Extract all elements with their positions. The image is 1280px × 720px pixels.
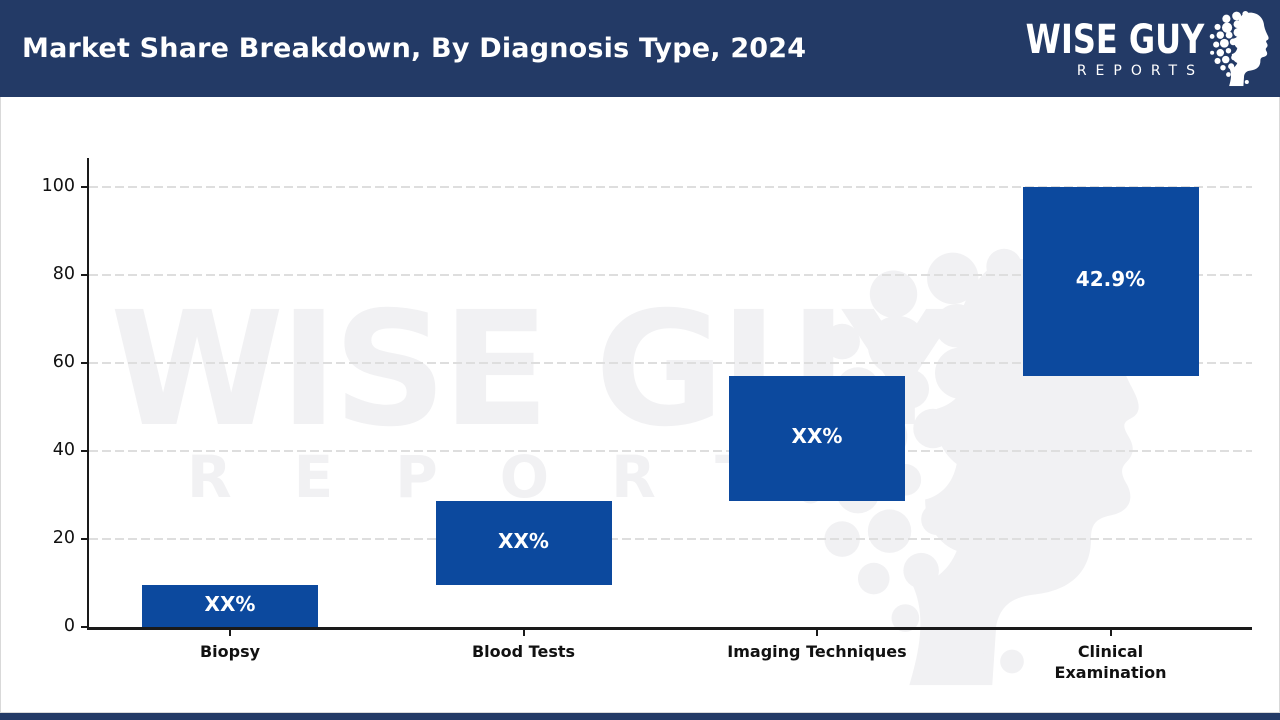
gridline xyxy=(89,538,1252,540)
footer-bar xyxy=(0,713,1280,720)
bar-segment xyxy=(435,501,612,586)
bar-value-label: XX% xyxy=(204,592,256,617)
y-tick-label: 80 xyxy=(52,264,75,284)
y-tick-label: 100 xyxy=(41,176,75,196)
left-border xyxy=(0,97,1,712)
y-tick-label: 40 xyxy=(52,440,75,460)
header-bar: Market Share Breakdown, By Diagnosis Typ… xyxy=(0,0,1280,97)
y-tick-mark xyxy=(81,274,89,276)
bar-value-label: 42.9% xyxy=(1075,267,1146,292)
x-category-label: Blood Tests xyxy=(471,642,576,661)
x-tick-mark xyxy=(816,629,818,636)
gridline xyxy=(89,186,1252,188)
y-tick-mark xyxy=(81,450,89,452)
y-tick-mark xyxy=(81,362,89,364)
y-tick-mark xyxy=(81,626,89,628)
x-axis-line xyxy=(87,627,1252,630)
bar-value-label: XX% xyxy=(791,424,843,449)
gridline xyxy=(89,450,1252,452)
bar-segment xyxy=(1022,187,1199,376)
y-tick-label: 20 xyxy=(52,528,75,548)
y-tick-mark xyxy=(81,538,89,540)
gridline xyxy=(89,274,1252,276)
wiseguy-logo-name: WISE GUY xyxy=(1025,16,1204,63)
y-axis-line xyxy=(87,158,89,629)
x-tick-mark xyxy=(522,629,525,636)
y-tick-label: 0 xyxy=(63,616,75,636)
x-category-label: Clinical Examination xyxy=(1054,642,1167,682)
wiseguy-logo-text: WISE GUY REPORTS xyxy=(981,18,1204,79)
bottom-border xyxy=(0,712,1280,713)
x-tick-mark xyxy=(1109,629,1112,636)
wiseguy-logo: WISE GUY REPORTS xyxy=(981,4,1274,92)
y-tick-label: 60 xyxy=(52,352,75,372)
x-tick-mark xyxy=(229,629,231,636)
chart-title: Market Share Breakdown, By Diagnosis Typ… xyxy=(22,33,807,64)
bar-segment xyxy=(729,375,905,502)
x-category-label: Biopsy xyxy=(199,642,261,661)
bar-segment xyxy=(142,585,318,627)
x-category-label: Imaging Techniques xyxy=(727,642,907,661)
bar-value-label: XX% xyxy=(498,529,549,554)
gridline xyxy=(89,362,1252,364)
wiseguy-logo-reports: REPORTS xyxy=(1076,62,1204,79)
y-tick-mark xyxy=(81,186,89,188)
